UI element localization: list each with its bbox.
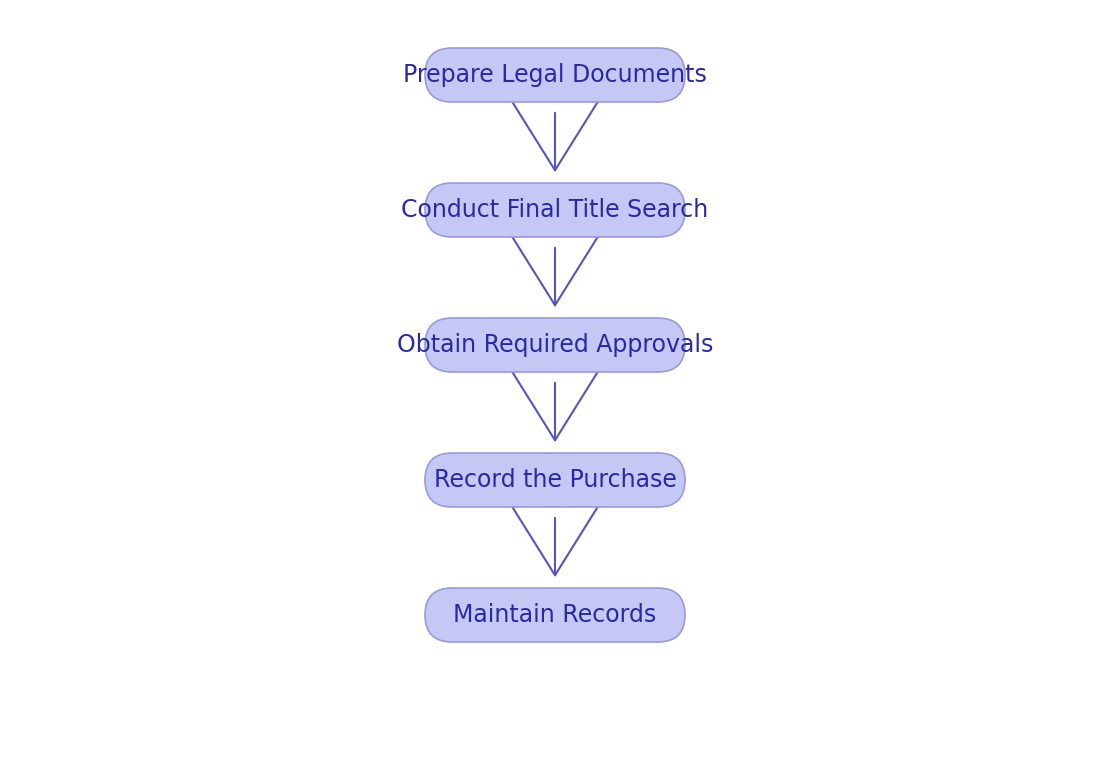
- FancyBboxPatch shape: [424, 588, 685, 642]
- Text: Obtain Required Approvals: Obtain Required Approvals: [396, 333, 713, 357]
- FancyBboxPatch shape: [424, 453, 685, 507]
- FancyBboxPatch shape: [424, 48, 685, 102]
- Text: Prepare Legal Documents: Prepare Legal Documents: [403, 63, 707, 87]
- Text: Maintain Records: Maintain Records: [454, 603, 656, 627]
- Text: Record the Purchase: Record the Purchase: [433, 468, 676, 492]
- FancyBboxPatch shape: [424, 183, 685, 237]
- Text: Conduct Final Title Search: Conduct Final Title Search: [401, 198, 709, 222]
- FancyBboxPatch shape: [424, 318, 685, 372]
